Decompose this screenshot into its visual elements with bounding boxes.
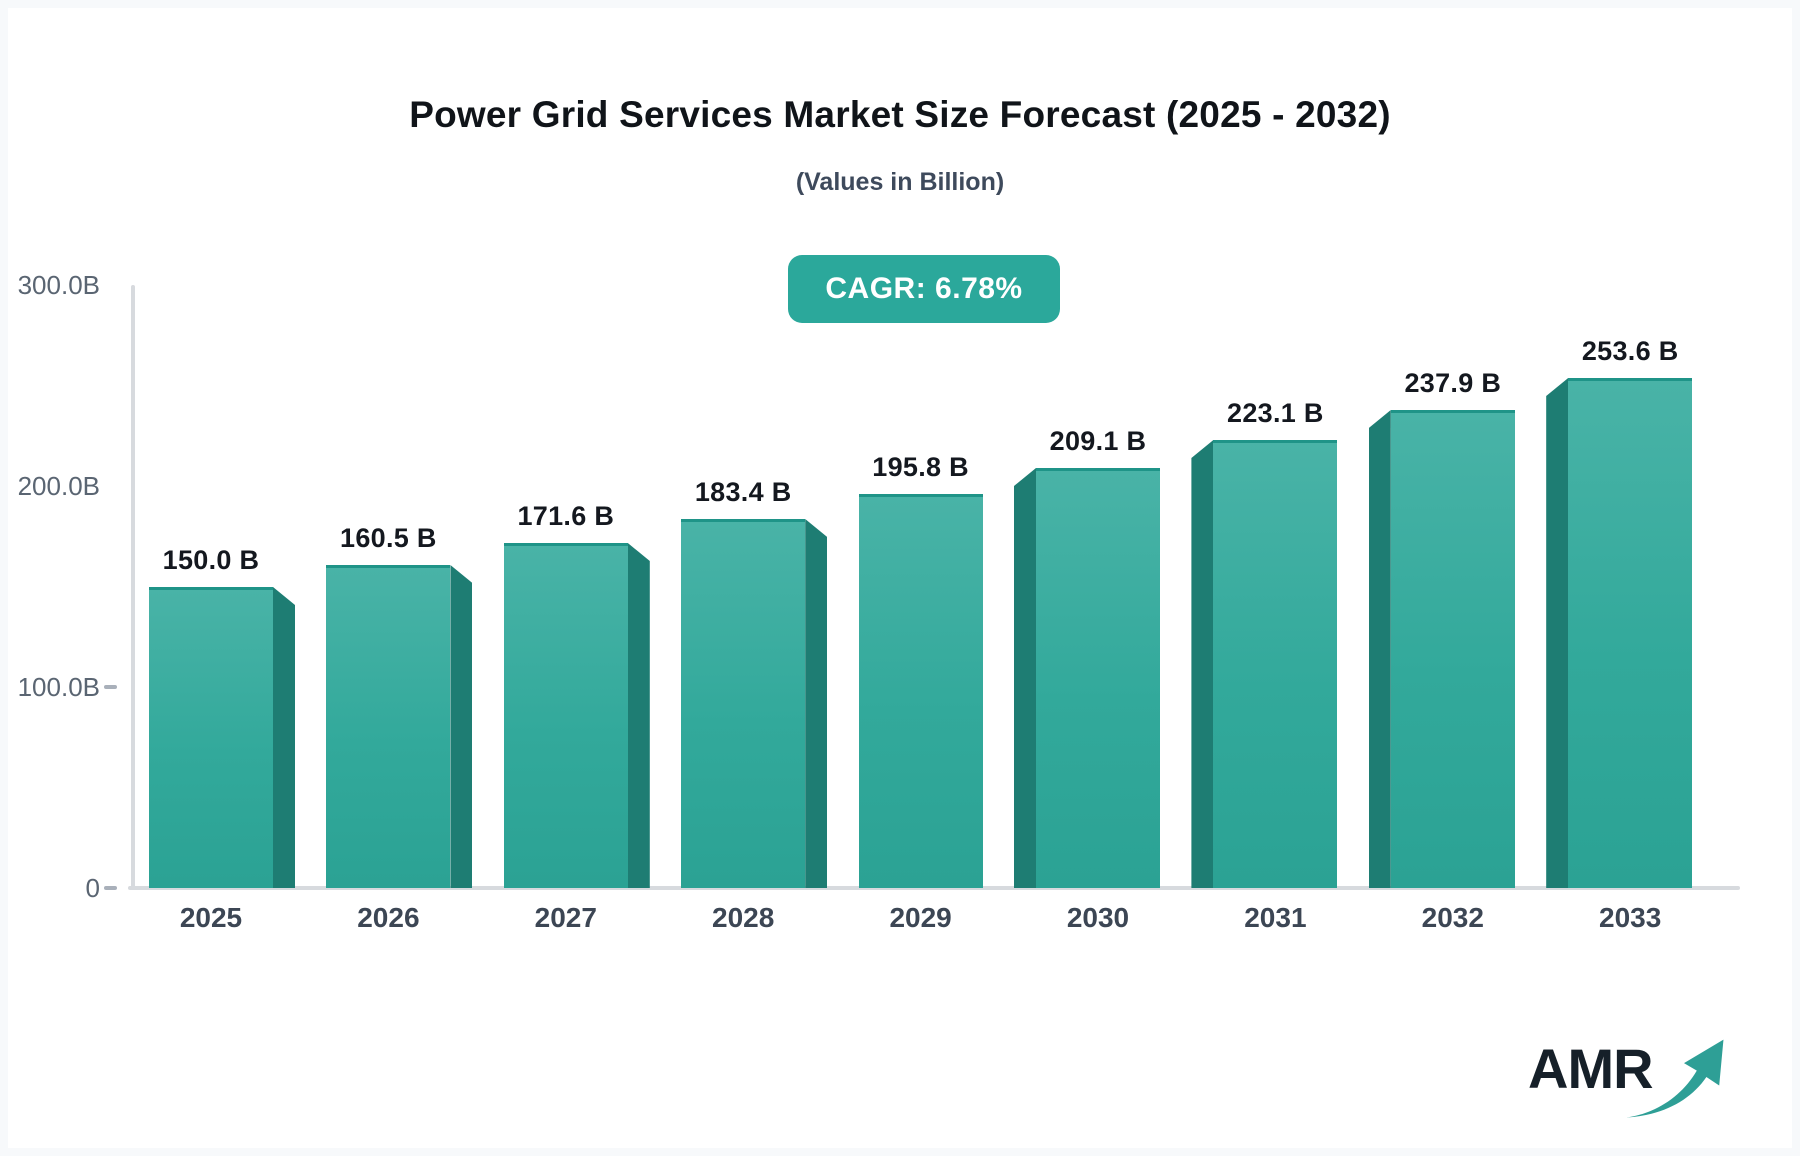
x-axis-baseline [128,886,1740,890]
y-axis-tick-mark [104,685,117,689]
bar-value-label: 253.6 B [1581,336,1679,366]
bar-2033[interactable] [1568,378,1693,888]
y-axis-line [131,285,135,888]
y-axis-tick-mark [104,886,117,890]
chart-card: Power Grid Services Market Size Forecast… [8,8,1792,1148]
bar-2029[interactable] [858,494,983,888]
y-axis-tick-label: 200.0B [17,471,100,501]
y-axis-tick-label: 100.0B [17,672,100,702]
x-axis-label-2029: 2029 [889,902,952,933]
bar-value-label: 195.8 B [872,452,969,482]
y-axis-tick-label: 300.0B [17,270,100,300]
amr-logo: AMR [1528,1036,1738,1122]
cagr-badge: CAGR: 6.78% [788,255,1060,323]
x-axis-label-2033: 2033 [1599,902,1662,933]
bar-side-shade-2032 [1368,410,1391,888]
x-axis-label-2028: 2028 [712,902,775,933]
bar-side-shade-2026 [450,565,473,888]
bar-value-label: 209.1 B [1049,426,1147,456]
bar-side-shade-2028 [805,519,828,888]
bar-side-shade-2030 [1014,468,1036,888]
x-axis-label-2031: 2031 [1244,902,1307,933]
bar-2032[interactable] [1390,410,1515,888]
bar-value-label: 160.5 B [340,523,437,553]
bar-value-label: 150.0 B [162,545,260,575]
growth-arrow-icon [1626,1039,1724,1118]
bar-2028[interactable] [681,519,806,888]
cagr-badge-label: CAGR: 6.78% [825,272,1023,305]
y-axis-tick-label: 0 [85,873,100,903]
bar-value-label: 237.9 B [1404,368,1502,398]
bar-value-label: 223.1 B [1227,398,1324,428]
x-axis-label-2030: 2030 [1066,902,1130,933]
bar-value-label: 183.4 B [694,477,792,507]
chart-title: Power Grid Services Market Size Forecast… [409,94,1391,135]
x-axis-label-2032: 2032 [1421,902,1484,933]
bar-2031[interactable] [1213,440,1338,888]
bar-value-label: 171.6 B [517,501,615,531]
x-axis-label-2027: 2027 [534,902,597,933]
bar-2027[interactable] [503,543,628,888]
bar-2030[interactable] [1036,468,1160,888]
bar-2026[interactable] [326,565,451,888]
bar-side-shade-2027 [627,543,650,888]
bar-2025[interactable] [149,587,273,888]
x-axis-label-2025: 2025 [179,902,243,933]
bar-side-shade-2031 [1191,440,1214,888]
bar-side-shade-2033 [1546,378,1569,888]
chart-subtitle: (Values in Billion) [795,168,1005,196]
amr-logo-text: AMR [1528,1037,1654,1100]
x-axis-label-2026: 2026 [357,902,420,933]
bar-side-shade-2025 [273,587,295,888]
